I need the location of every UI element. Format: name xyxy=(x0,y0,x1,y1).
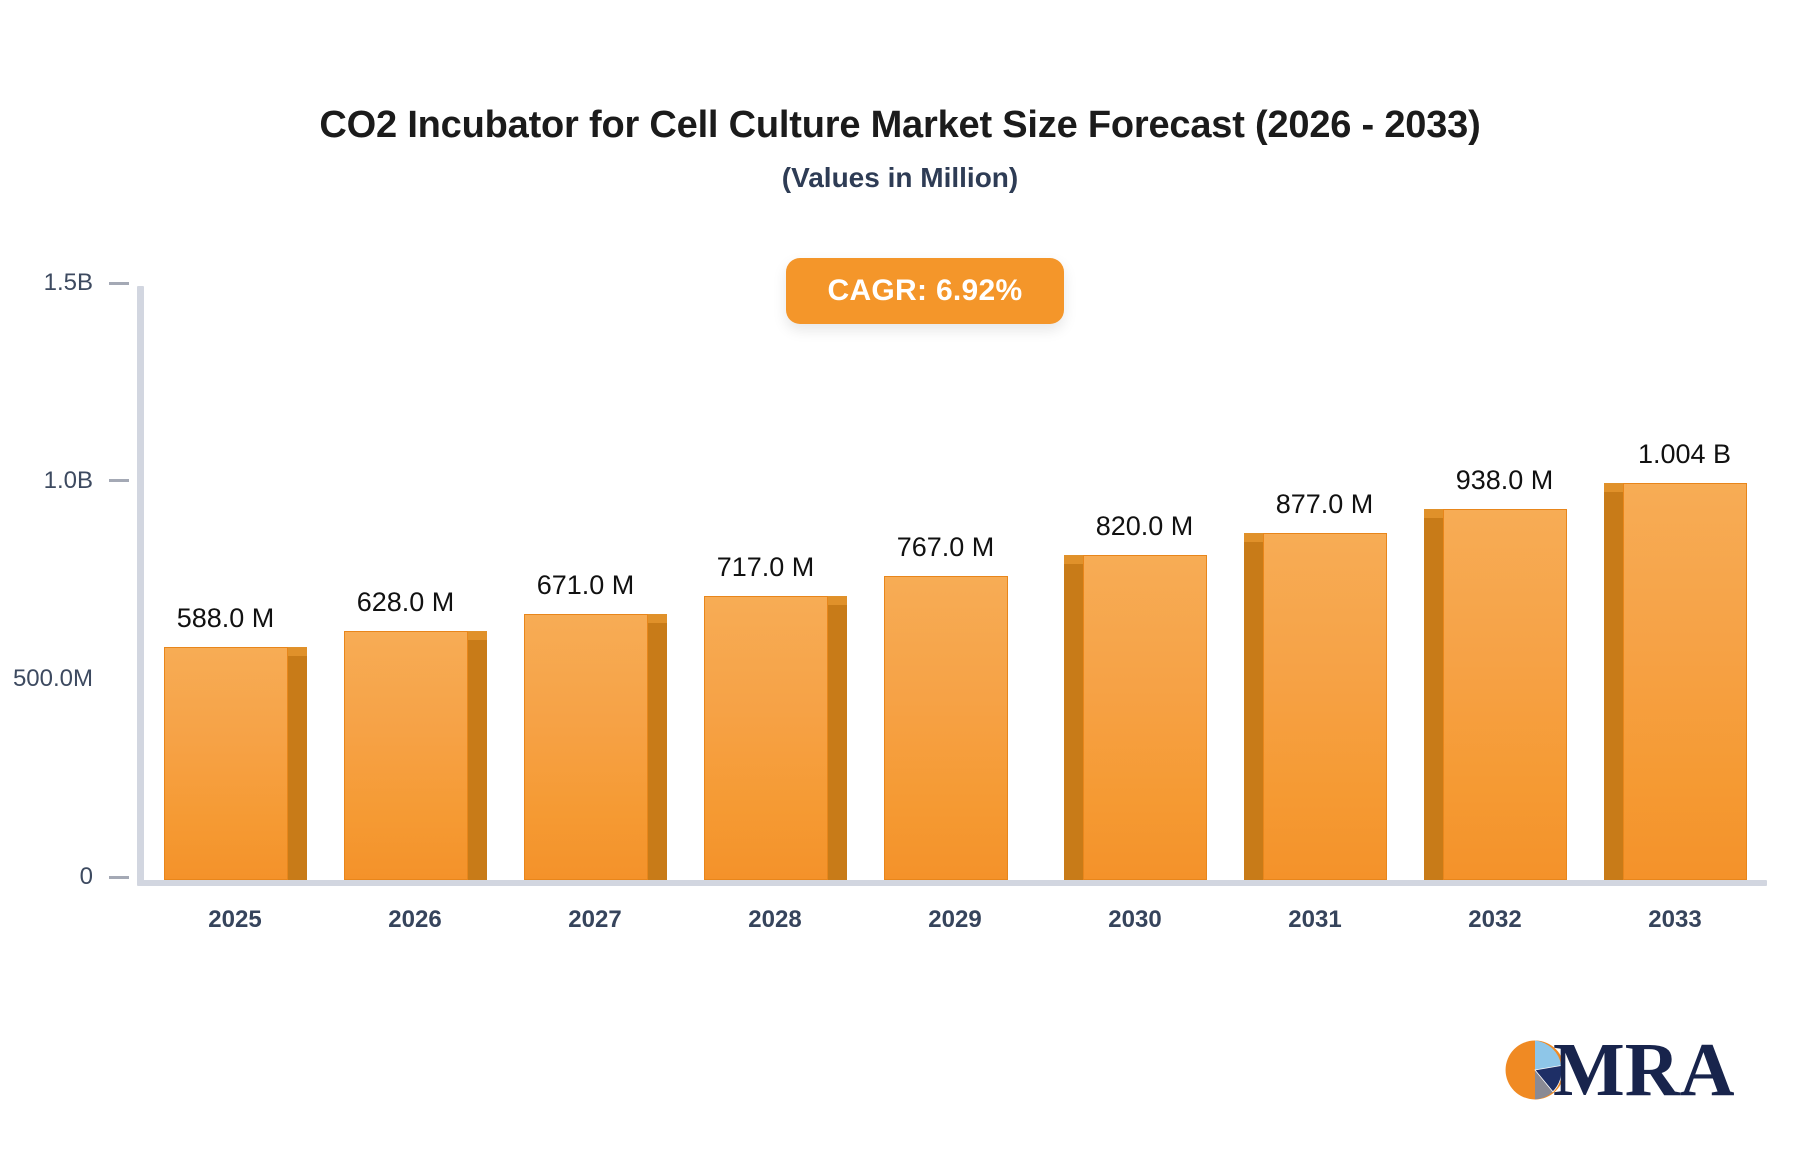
bar[interactable] xyxy=(685,596,865,880)
bar-side-face xyxy=(1243,541,1263,880)
bar-column[interactable] xyxy=(325,286,505,880)
bar-series xyxy=(145,286,1765,880)
bar-value-label: 938.0 M xyxy=(1455,464,1554,495)
title-block: CO2 Incubator for Cell Culture Market Si… xyxy=(0,104,1800,194)
bar-top-face xyxy=(827,596,847,606)
bar-value-label: 671.0 M xyxy=(536,570,635,601)
bar[interactable] xyxy=(1225,532,1405,880)
bar[interactable] xyxy=(505,614,685,880)
bar-column[interactable] xyxy=(505,286,685,880)
bar-column[interactable] xyxy=(145,286,325,880)
y-axis-tick: 0 xyxy=(0,863,137,891)
bar-front-face xyxy=(1442,508,1567,880)
bar-side-face xyxy=(827,605,847,880)
y-axis-tick-dash xyxy=(109,875,129,879)
x-axis-tick-label: 2027 xyxy=(568,906,622,933)
bar-top-face xyxy=(647,614,667,624)
bar-side-face xyxy=(1603,491,1623,880)
x-axis-tick-label: 2032 xyxy=(1468,906,1522,933)
bar-top-face xyxy=(467,631,487,641)
chart-subtitle: (Values in Million) xyxy=(781,161,1019,193)
bar-front-face xyxy=(1262,532,1387,880)
bar-top-face xyxy=(287,647,307,657)
y-axis-tick: 1.0B xyxy=(0,467,137,495)
x-axis-tick-label: 2026 xyxy=(388,906,442,933)
y-axis-tick-label: 0 xyxy=(79,863,93,890)
bar-value-label: 767.0 M xyxy=(896,532,995,563)
bar-front-face xyxy=(343,631,468,880)
y-axis-tick-dash xyxy=(109,479,129,483)
y-axis-tick: 500.0M xyxy=(0,665,137,693)
bar[interactable] xyxy=(865,576,1045,880)
bar-front-face xyxy=(523,614,648,880)
y-axis-tick-dash xyxy=(109,281,129,285)
x-axis-line xyxy=(137,880,1767,886)
bar-side-face xyxy=(1423,517,1443,880)
bar-front-face xyxy=(883,576,1008,880)
bar-top-face xyxy=(1243,532,1263,542)
bar[interactable] xyxy=(325,631,505,880)
bar-value-label: 717.0 M xyxy=(716,552,815,583)
bar-top-face xyxy=(1423,508,1443,518)
x-axis-tick-label: 2028 xyxy=(748,906,802,933)
bar-top-face xyxy=(1063,555,1083,565)
bar-front-face xyxy=(1082,555,1207,880)
bar-front-face xyxy=(1622,482,1747,880)
x-axis-tick-label: 2030 xyxy=(1108,906,1162,933)
bar-top-face xyxy=(1603,482,1623,492)
bar-column[interactable] xyxy=(1225,286,1405,880)
bar-value-label: 877.0 M xyxy=(1275,488,1374,519)
y-axis-line xyxy=(137,286,144,883)
pie-chart-icon xyxy=(1505,1040,1565,1100)
bar-column[interactable] xyxy=(1585,286,1765,880)
x-axis-tick-label: 2029 xyxy=(928,906,982,933)
bar[interactable] xyxy=(1585,482,1765,880)
cagr-badge: CAGR: 6.92% xyxy=(786,258,1064,324)
page-title: CO2 Incubator for Cell Culture Market Si… xyxy=(319,104,1481,146)
x-axis-tick-label: 2031 xyxy=(1288,906,1342,933)
bar-side-face xyxy=(467,640,487,880)
bar[interactable] xyxy=(1405,508,1585,880)
bar-side-face xyxy=(287,656,307,880)
x-axis-tick-label: 2033 xyxy=(1648,906,1702,933)
bar-column[interactable] xyxy=(1045,286,1225,880)
bar-column[interactable] xyxy=(685,286,865,880)
bar-value-label: 820.0 M xyxy=(1095,511,1194,542)
y-axis-tick: 1.5B xyxy=(0,269,137,297)
bar-side-face xyxy=(1063,564,1083,880)
bar-value-label: 588.0 M xyxy=(176,603,275,634)
bar-value-label: 1.004 B xyxy=(1637,438,1732,469)
y-axis-tick-label: 1.5B xyxy=(43,269,93,296)
y-axis-tick-label: 1.0B xyxy=(43,466,93,494)
bar-front-face xyxy=(163,647,288,880)
bar-front-face xyxy=(703,596,828,880)
bar[interactable] xyxy=(145,647,325,880)
y-axis-tick-label: 500.0M xyxy=(12,665,93,693)
logo-wordmark: MRA xyxy=(1553,1028,1735,1112)
x-axis-tick-label: 2025 xyxy=(208,906,262,933)
brand-logo: MRA xyxy=(1503,1032,1735,1108)
bar-side-face xyxy=(647,623,667,880)
bar-column[interactable] xyxy=(1405,286,1585,880)
bar-column[interactable] xyxy=(865,286,1045,880)
bar-value-label: 628.0 M xyxy=(356,587,455,618)
bar[interactable] xyxy=(1045,555,1225,880)
